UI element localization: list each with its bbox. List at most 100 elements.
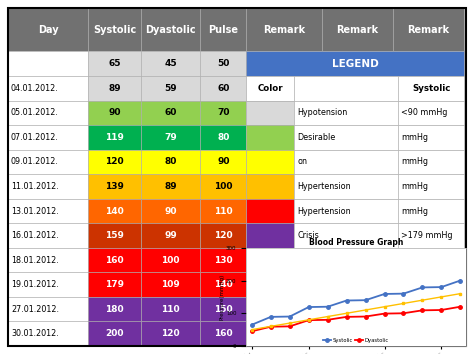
Bar (399, 125, 464, 150)
Bar (201, 174, 246, 199)
Bar (141, 101, 201, 125)
Bar (201, 272, 246, 297)
Text: on: on (297, 158, 307, 166)
Text: 45: 45 (164, 59, 177, 68)
Bar (393, 199, 464, 223)
Bar (393, 51, 464, 76)
Dyastolic (287, 324, 292, 329)
Text: 140: 140 (214, 280, 233, 289)
Systolic (325, 304, 330, 309)
Text: mmHg: mmHg (401, 158, 428, 166)
Bar (246, 248, 466, 346)
Bar (294, 101, 399, 125)
Systolic (287, 314, 292, 319)
Text: mmHg: mmHg (401, 133, 428, 142)
Text: 18.01.2012.: 18.01.2012. (11, 256, 59, 264)
Text: 150: 150 (214, 305, 233, 314)
Text: 80: 80 (217, 133, 229, 142)
Text: mmHg: mmHg (401, 206, 428, 216)
Bar (201, 321, 246, 346)
Bar (8, 125, 88, 150)
Systolic (363, 298, 368, 302)
Title: Blood Pressure Graph: Blood Pressure Graph (309, 238, 403, 247)
Dyastolic (457, 304, 463, 309)
Dyastolic (401, 311, 406, 315)
Bar (322, 174, 393, 199)
Bar (88, 272, 141, 297)
Text: mmHg: mmHg (401, 182, 428, 191)
Bar (322, 150, 393, 174)
Systolic (401, 291, 406, 296)
Text: 05.01.2012.: 05.01.2012. (11, 108, 59, 117)
Text: 110: 110 (161, 305, 180, 314)
Text: 120: 120 (105, 158, 124, 166)
Dyastolic (306, 318, 311, 322)
Text: 80: 80 (164, 158, 177, 166)
Text: 119: 119 (105, 133, 124, 142)
Bar (141, 199, 201, 223)
Text: 180: 180 (105, 305, 124, 314)
Bar (393, 223, 464, 248)
Bar (246, 8, 322, 51)
Bar (88, 8, 141, 51)
Bar (393, 174, 464, 199)
Text: 89: 89 (108, 84, 121, 93)
Bar (322, 321, 393, 346)
Text: 60: 60 (217, 84, 229, 93)
Text: 200: 200 (105, 329, 124, 338)
Bar (294, 223, 399, 248)
Bar (88, 125, 141, 150)
Text: Desirable: Desirable (297, 133, 335, 142)
Dyastolic (382, 312, 387, 316)
Bar (246, 199, 294, 223)
Bar (88, 51, 141, 76)
Text: 90: 90 (217, 158, 229, 166)
Bar (399, 174, 464, 199)
Dyastolic (344, 315, 349, 319)
Bar (8, 248, 88, 272)
Bar (201, 51, 246, 76)
Bar (246, 51, 322, 76)
Bar (393, 125, 464, 150)
Bar (393, 101, 464, 125)
Bar (201, 8, 246, 51)
Bar (88, 297, 141, 321)
Bar (399, 150, 464, 174)
Bar (141, 297, 201, 321)
Text: 11.01.2012.: 11.01.2012. (11, 182, 59, 191)
Bar (246, 76, 322, 101)
Bar (246, 223, 294, 248)
Text: 90: 90 (164, 206, 177, 216)
Bar (322, 248, 393, 272)
Text: LEGEND: LEGEND (331, 59, 378, 69)
Bar (322, 125, 393, 150)
Bar (141, 321, 201, 346)
Text: 89: 89 (164, 182, 177, 191)
Dyastolic (325, 318, 330, 322)
Bar (294, 76, 399, 101)
Text: 79: 79 (164, 133, 177, 142)
Bar (393, 321, 464, 346)
Bar (322, 272, 393, 297)
Dyastolic (363, 314, 368, 319)
Text: 100: 100 (161, 256, 180, 264)
Systolic (457, 279, 463, 283)
Bar (88, 321, 141, 346)
Systolic (306, 305, 311, 309)
Text: Hypotension: Hypotension (297, 108, 347, 117)
Bar (201, 101, 246, 125)
Bar (201, 199, 246, 223)
Bar (246, 125, 322, 150)
Text: Pulse: Pulse (208, 25, 238, 35)
Text: 13.01.2012.: 13.01.2012. (11, 206, 59, 216)
Bar (201, 223, 246, 248)
Text: 60: 60 (164, 108, 177, 117)
Line: Dyastolic: Dyastolic (250, 305, 462, 333)
Bar (88, 248, 141, 272)
Text: 100: 100 (214, 182, 233, 191)
Text: Systolic: Systolic (93, 25, 136, 35)
Text: Remark: Remark (263, 25, 305, 35)
Bar (294, 199, 399, 223)
Bar (246, 223, 322, 248)
Bar (246, 125, 294, 150)
